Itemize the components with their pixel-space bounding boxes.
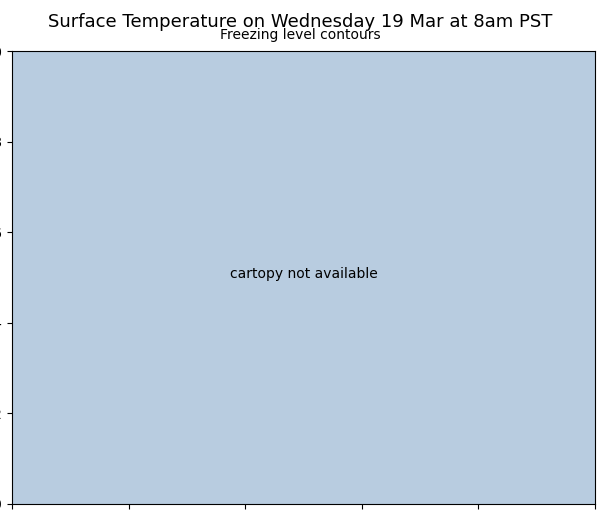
Text: Surface Temperature on Wednesday 19 Mar at 8am PST: Surface Temperature on Wednesday 19 Mar … (48, 13, 553, 31)
Text: cartopy not available: cartopy not available (230, 267, 377, 281)
Text: Freezing level contours: Freezing level contours (220, 28, 381, 42)
